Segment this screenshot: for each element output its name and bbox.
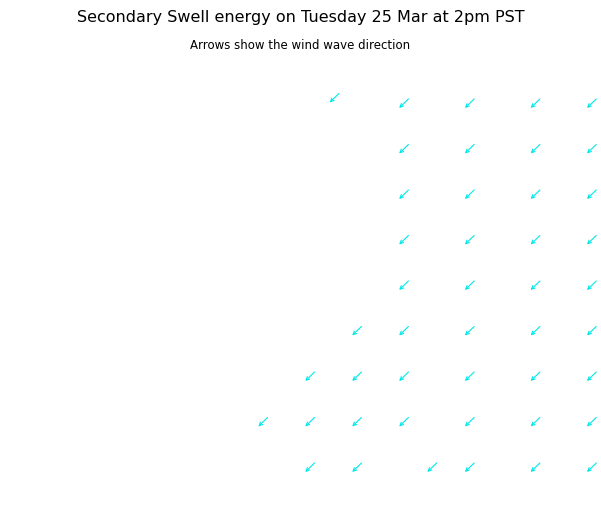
Text: Arrows show the wind wave direction: Arrows show the wind wave direction <box>191 38 410 52</box>
Text: Secondary Swell energy on Tuesday 25 Mar at 2pm PST: Secondary Swell energy on Tuesday 25 Mar… <box>77 10 524 25</box>
